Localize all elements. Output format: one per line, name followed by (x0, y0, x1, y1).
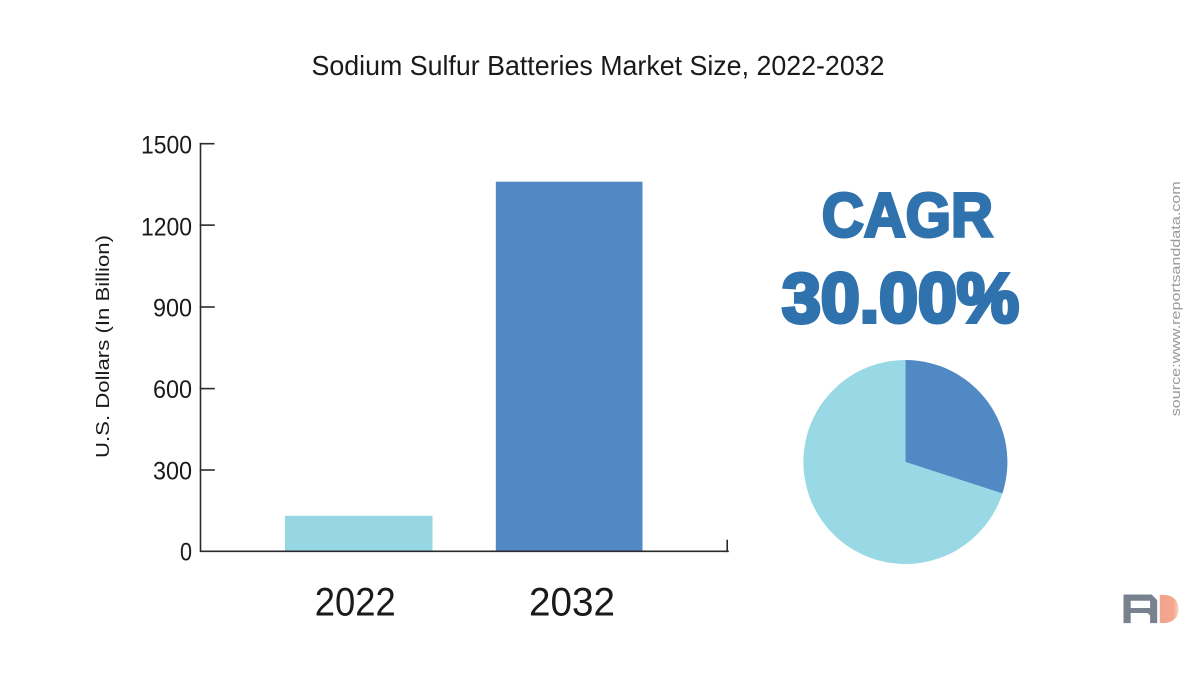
svg-text:1200: 1200 (141, 214, 192, 242)
svg-text:0: 0 (180, 539, 192, 567)
svg-text:300: 300 (153, 458, 192, 486)
svg-text:CAGR: CAGR (822, 182, 993, 251)
svg-text:900: 900 (153, 295, 192, 323)
svg-text:2032: 2032 (529, 581, 615, 625)
svg-text:U.S. Dollars (In Billion): U.S. Dollars (In Billion) (93, 235, 113, 458)
svg-text:Sodium Sulfur Batteries Market: Sodium Sulfur Batteries Market Size, 202… (312, 50, 885, 81)
svg-text:2022: 2022 (315, 581, 396, 625)
svg-text:source:www.reportsanddata.com: source:www.reportsanddata.com (1168, 181, 1183, 416)
svg-text:30.00%: 30.00% (782, 259, 1019, 337)
svg-text:600: 600 (153, 376, 192, 404)
svg-text:1500: 1500 (141, 132, 192, 160)
